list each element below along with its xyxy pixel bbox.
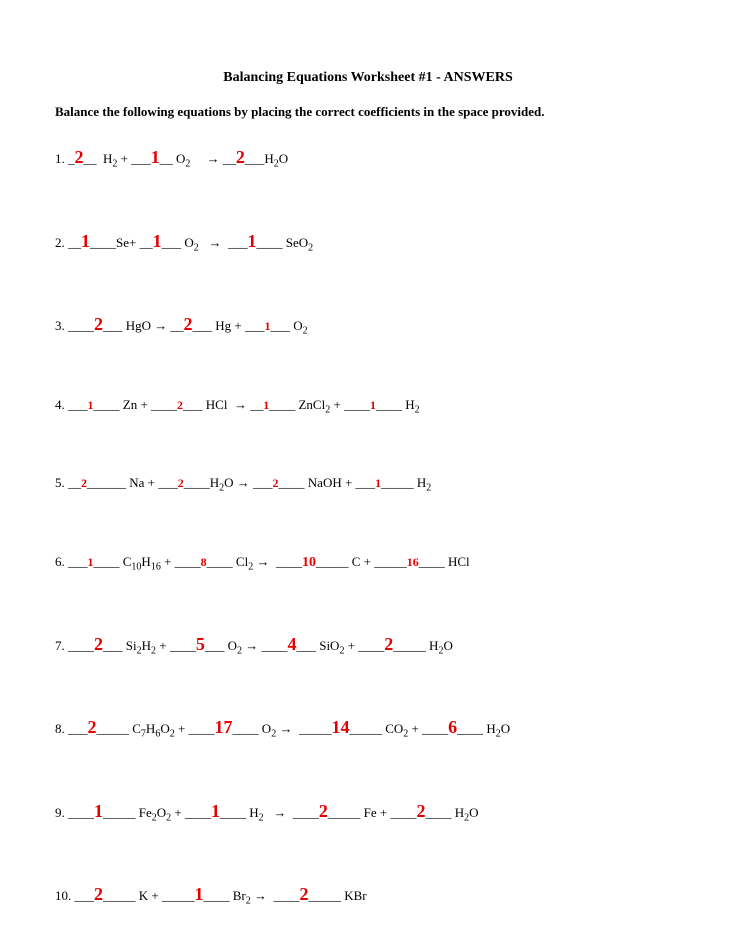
answer: 5 — [196, 634, 205, 654]
equation-6: 6. ___1____ C10H16 + ____8____ Cl2 → ___… — [55, 552, 681, 575]
answer: 2 — [273, 476, 279, 490]
equation-8: 8. ___2_____ C7H6O2 + ____17____ O2 → __… — [55, 714, 681, 742]
equation-5: 5. __2______ Na + ___2____H2O → ___2____… — [55, 473, 681, 496]
equation-3: 3. ____2___ HgO → __2___ Hg + ___1___ O2 — [55, 311, 681, 339]
answer: 17 — [215, 717, 233, 737]
answer: 16 — [407, 555, 419, 569]
equation-1: 1. _2__ H2 + ___1__ O2 → __2___H2O — [55, 144, 681, 172]
answer: 1 — [88, 555, 94, 569]
eq-number: 3 — [55, 318, 62, 333]
answer: 1 — [263, 398, 269, 412]
equation-9: 9. ____1_____ Fe2O2 + ____1____ H2 → ___… — [55, 798, 681, 826]
equation-2: 2. __1____Se+ __1___ O2 → ___1____ SeO2 — [55, 228, 681, 256]
eq-number: 10 — [55, 888, 68, 903]
equation-4: 4. ___1____ Zn + ____2___ HCl → __1____ … — [55, 395, 681, 418]
answer: 1 — [88, 398, 94, 412]
arrow-icon: → — [254, 888, 267, 903]
answer: 1 — [153, 231, 162, 251]
answer: 2 — [88, 717, 97, 737]
answer: 2 — [299, 884, 308, 904]
eq-number: 1 — [55, 151, 62, 166]
eq-number: 2 — [55, 235, 62, 250]
answer: 1 — [370, 398, 376, 412]
equation-7: 7. ____2___ Si2H2 + ____5___ O2 → ____4_… — [55, 631, 681, 659]
worksheet-page: Balancing Equations Worksheet #1 - ANSWE… — [0, 0, 736, 949]
eq-number: 4 — [55, 397, 62, 412]
answer: 2 — [416, 801, 425, 821]
answer: 8 — [201, 555, 207, 569]
page-title: Balancing Equations Worksheet #1 - ANSWE… — [55, 70, 681, 86]
arrow-icon: → — [234, 397, 247, 412]
answer: 14 — [331, 717, 349, 737]
arrow-icon: → — [245, 638, 258, 653]
answer: 1 — [194, 884, 203, 904]
answer: 1 — [375, 476, 381, 490]
eq-number: 6 — [55, 554, 62, 569]
answer: 2 — [319, 801, 328, 821]
arrow-icon: → — [256, 554, 269, 569]
answer: 6 — [448, 717, 457, 737]
instructions: Balance the following equations by placi… — [55, 104, 681, 120]
answer: 2 — [81, 476, 87, 490]
arrow-icon: → — [279, 721, 292, 736]
answer: 2 — [75, 147, 84, 167]
answer: 4 — [287, 634, 296, 654]
answer: 1 — [151, 147, 160, 167]
answer: 2 — [177, 398, 183, 412]
answer: 2 — [184, 314, 193, 334]
answer: 1 — [94, 801, 103, 821]
answer: 1 — [247, 231, 256, 251]
eq-number: 8 — [55, 721, 62, 736]
eq-number: 5 — [55, 475, 62, 490]
equation-10: 10. ___2_____ K + _____1____ Br2 → ____2… — [55, 881, 681, 909]
arrow-icon: → — [273, 805, 286, 820]
answer: 2 — [94, 314, 103, 334]
arrow-icon: → — [237, 475, 250, 490]
answer: 2 — [236, 147, 245, 167]
answer: 2 — [94, 634, 103, 654]
answer: 1 — [81, 231, 90, 251]
answer: 10 — [302, 555, 316, 570]
eq-number: 9 — [55, 805, 62, 820]
eq-number: 7 — [55, 638, 62, 653]
arrow-icon: → — [208, 235, 221, 250]
arrow-icon: → — [154, 318, 167, 333]
answer: 2 — [178, 476, 184, 490]
answer: 1 — [265, 319, 271, 333]
answer: 1 — [211, 801, 220, 821]
answer: 2 — [94, 884, 103, 904]
answer: 2 — [384, 634, 393, 654]
arrow-icon: → — [207, 151, 220, 166]
